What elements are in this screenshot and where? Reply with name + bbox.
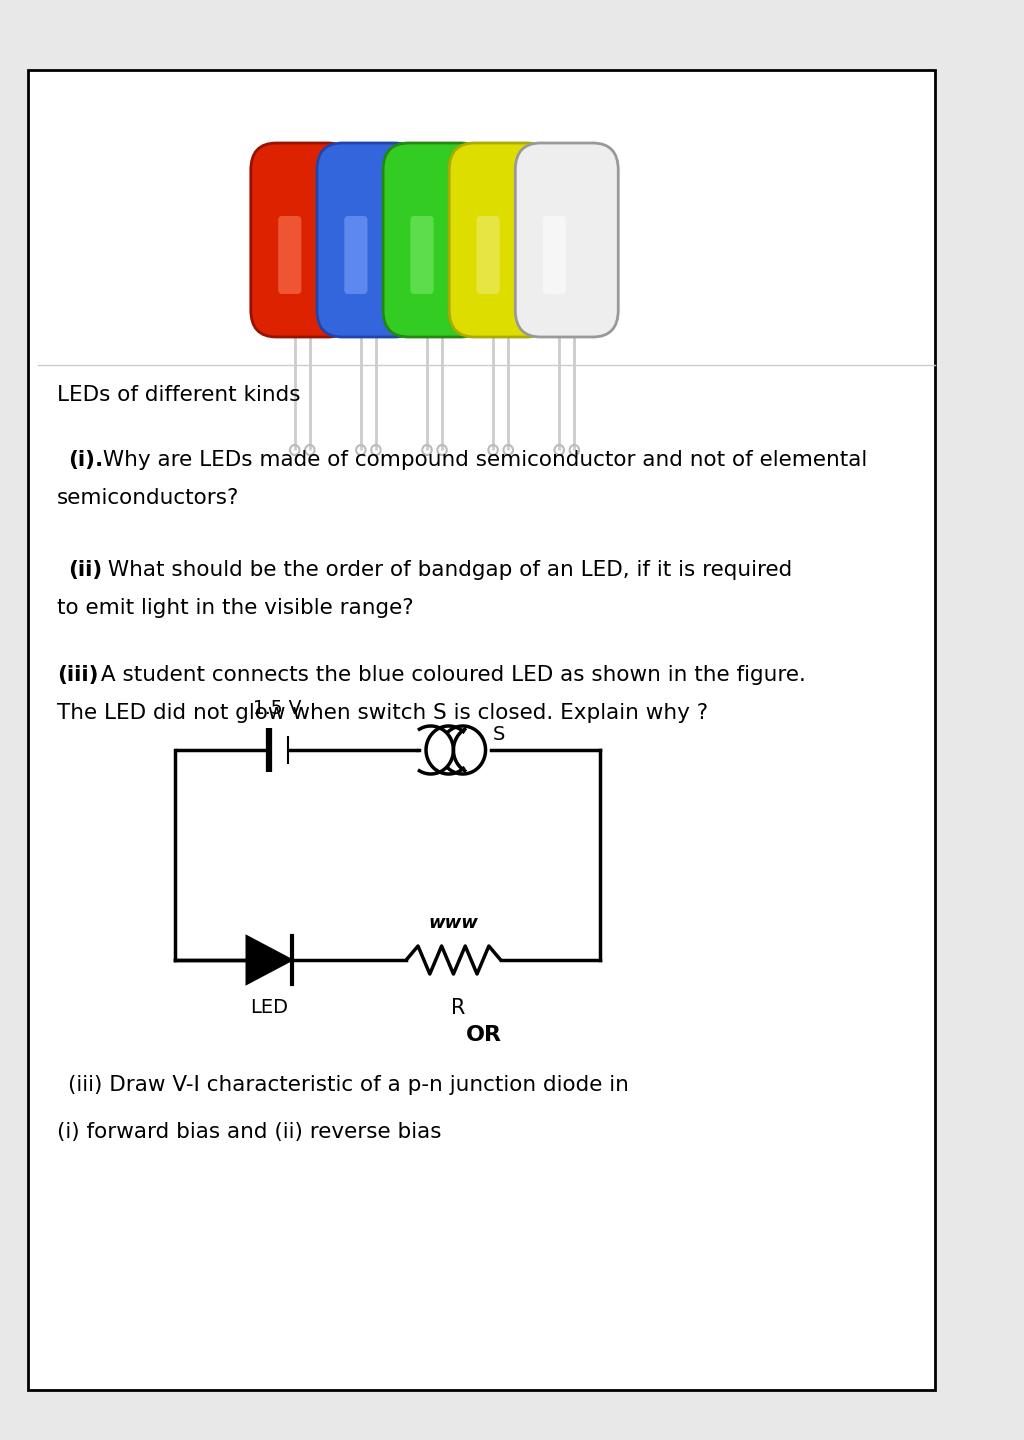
FancyBboxPatch shape (251, 143, 353, 337)
Text: LED: LED (250, 998, 288, 1017)
Text: www: www (428, 914, 478, 932)
Text: Why are LEDs made of compound semiconductor and not of elemental: Why are LEDs made of compound semiconduc… (96, 449, 867, 469)
Text: What should be the order of bandgap of an LED, if it is required: What should be the order of bandgap of a… (101, 560, 793, 580)
FancyBboxPatch shape (476, 216, 500, 294)
Text: (ii): (ii) (68, 560, 102, 580)
FancyBboxPatch shape (543, 216, 566, 294)
Text: A student connects the blue coloured LED as shown in the figure.: A student connects the blue coloured LED… (94, 665, 806, 685)
Text: R: R (451, 998, 465, 1018)
FancyBboxPatch shape (316, 143, 420, 337)
Text: semiconductors?: semiconductors? (56, 488, 239, 508)
FancyBboxPatch shape (450, 143, 552, 337)
Text: (iii) Draw V-I characteristic of a p-n junction diode in: (iii) Draw V-I characteristic of a p-n j… (68, 1076, 629, 1094)
Text: to emit light in the visible range?: to emit light in the visible range? (56, 598, 414, 618)
Text: (i) forward bias and (ii) reverse bias: (i) forward bias and (ii) reverse bias (56, 1122, 441, 1142)
FancyBboxPatch shape (29, 71, 935, 1390)
Polygon shape (247, 936, 292, 984)
FancyBboxPatch shape (344, 216, 368, 294)
Text: (iii): (iii) (56, 665, 98, 685)
FancyBboxPatch shape (411, 216, 433, 294)
Text: S: S (494, 724, 506, 744)
FancyBboxPatch shape (279, 216, 301, 294)
Text: LEDs of different kinds: LEDs of different kinds (56, 384, 300, 405)
Text: The LED did not glow when switch S is closed. Explain why ?: The LED did not glow when switch S is cl… (56, 703, 708, 723)
Text: (i).: (i). (68, 449, 103, 469)
FancyBboxPatch shape (515, 143, 618, 337)
Text: OR: OR (466, 1025, 502, 1045)
FancyBboxPatch shape (383, 143, 486, 337)
Text: 1.5 V: 1.5 V (253, 698, 301, 719)
